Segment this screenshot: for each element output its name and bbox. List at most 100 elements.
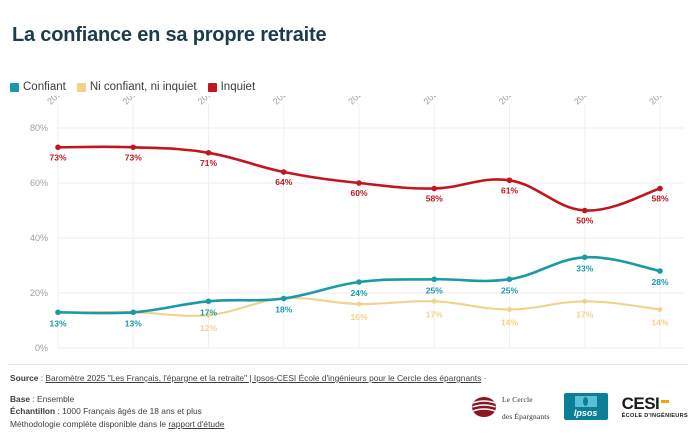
data-point[interactable] xyxy=(130,144,137,151)
data-point[interactable] xyxy=(582,298,588,304)
methodology-link[interactable]: rapport d'étude xyxy=(168,418,225,429)
data-point[interactable] xyxy=(206,312,211,318)
data-point[interactable] xyxy=(356,301,362,307)
data-point[interactable] xyxy=(581,254,588,261)
legend-item-confiant[interactable]: Confiant xyxy=(10,81,66,93)
legend-item-ni-confiant-ni-inquiet[interactable]: Ni confiant, ni inquiet xyxy=(76,81,197,93)
data-point[interactable] xyxy=(581,207,588,214)
source-separator: : xyxy=(38,373,46,383)
x-axis-tick-label: 2017 xyxy=(45,96,66,106)
y-axis-tick-label: 0% xyxy=(35,343,48,353)
data-label: 14% xyxy=(651,318,668,328)
logo-cercle-line2: des Épargnants xyxy=(501,411,550,421)
logo-cesi-row: CESI xyxy=(622,395,688,413)
data-label: 73% xyxy=(49,152,66,162)
data-point[interactable] xyxy=(356,180,362,186)
logo-cercle-text: Le Cercle des Épargnants xyxy=(502,390,550,424)
data-label: 25% xyxy=(426,285,443,295)
data-label: 16% xyxy=(350,312,367,322)
data-point[interactable] xyxy=(657,268,663,274)
data-point[interactable] xyxy=(657,307,663,312)
legend-swatch-ni-confiant-ni-inquiet xyxy=(76,82,86,92)
data-point[interactable] xyxy=(506,177,513,184)
data-label: 17% xyxy=(576,309,593,319)
legend-label-confiant: Confiant xyxy=(23,81,66,93)
data-label: 25% xyxy=(501,285,518,295)
source-suffix: · xyxy=(481,373,487,383)
logo-cercle-des-epargnants[interactable]: Le Cercle des Épargnants xyxy=(471,390,550,424)
logo-cesi-name: CESI xyxy=(621,393,660,413)
legend-swatch-confiant xyxy=(10,82,19,92)
shell-icon xyxy=(471,396,497,418)
data-point[interactable] xyxy=(55,144,61,151)
data-label: 12% xyxy=(200,323,217,333)
legend-label-inquiet: Inquiet xyxy=(220,81,256,93)
legend-label-ni-confiant-ni-inquiet: Ni confiant, ni inquiet xyxy=(89,81,197,93)
line-chart: 0% 20% 40% 60% 80% 2017 2018 2019 2020 2021 2022 20… xyxy=(0,96,696,364)
data-label: 13% xyxy=(125,318,142,328)
logo-cesi-sub: ÉCOLE D'INGÉNIEURS xyxy=(621,412,688,419)
logo-cercle-line1: Le Cercle xyxy=(501,395,533,404)
data-point[interactable] xyxy=(280,169,287,175)
partner-logos: Le Cercle des Épargnants Ipsos CESI ÉCOL… xyxy=(471,390,688,424)
logo-ipsos-text: Ipsos xyxy=(573,408,598,419)
data-label: 58% xyxy=(651,194,668,204)
chart-legend: Confiant Ni confiant, ni inquiet Inquiet xyxy=(10,81,266,93)
sample-label: Échantillon xyxy=(10,406,56,417)
data-label: 64% xyxy=(275,177,292,187)
data-point[interactable] xyxy=(280,295,287,302)
cesi-accent-bar-icon xyxy=(661,399,670,403)
y-axis-tick-label: 40% xyxy=(30,233,48,243)
data-point[interactable] xyxy=(506,276,513,283)
data-label: 71% xyxy=(200,158,217,168)
x-axis-tick-label: 2021 xyxy=(346,96,367,106)
data-point[interactable] xyxy=(356,279,362,285)
source-label: Source xyxy=(10,373,39,383)
data-label: 14% xyxy=(501,318,518,328)
sample-value: : 1000 Français âgés de 18 ans et plus xyxy=(55,406,202,417)
x-axis-tick-label: 2018 xyxy=(121,96,142,106)
methodology-line: Méthodologie complète disponible dans le… xyxy=(10,418,530,430)
x-axis-tick-label: 2025 xyxy=(647,96,668,106)
footer-divider xyxy=(8,364,688,365)
data-label: 17% xyxy=(426,309,443,319)
data-label: 24% xyxy=(350,288,367,298)
x-axis-tick-label: 2019 xyxy=(196,96,217,106)
y-axis-tick-label: 20% xyxy=(30,288,48,298)
base-label: Base xyxy=(10,394,31,405)
data-label: 13% xyxy=(49,318,66,328)
data-label: 28% xyxy=(651,277,668,287)
x-axis-tick-label: 2020 xyxy=(271,96,292,106)
logo-ipsos[interactable]: Ipsos xyxy=(563,393,608,421)
logo-cesi[interactable]: CESI ÉCOLE D'INGÉNIEURS xyxy=(622,395,688,420)
chart-canvas: 0% 20% 40% 60% 80% 2017 2018 2019 2020 2021 2022 20… xyxy=(30,96,684,353)
data-point[interactable] xyxy=(507,307,512,312)
base-line: Base : Ensemble xyxy=(10,393,530,405)
data-label: 18% xyxy=(275,305,292,315)
data-point[interactable] xyxy=(55,309,61,316)
x-axis-tick-label: 2024 xyxy=(572,96,593,106)
y-axis-tick-label: 80% xyxy=(30,123,48,133)
x-axis-tick-label: 2023 xyxy=(497,96,518,106)
source-link[interactable]: Baromètre 2025 "Les Français, l'épargne … xyxy=(45,373,482,383)
ipsos-dot-icon xyxy=(582,397,588,407)
data-point[interactable] xyxy=(431,276,438,283)
data-point[interactable] xyxy=(431,185,438,192)
data-point[interactable] xyxy=(205,149,212,156)
data-label: 50% xyxy=(576,216,593,226)
data-label: 61% xyxy=(501,185,518,195)
data-point[interactable] xyxy=(657,185,663,192)
methodology-text: Méthodologie complète disponible dans le xyxy=(10,418,169,429)
page-title: La confiance en sa propre retraite xyxy=(12,24,327,46)
data-point[interactable] xyxy=(431,298,437,304)
data-label: 73% xyxy=(125,152,142,162)
data-label: 33% xyxy=(576,263,593,273)
legend-item-inquiet[interactable]: Inquiet xyxy=(207,81,256,93)
chart-footer: Source : Baromètre 2025 "Les Français, l… xyxy=(10,372,530,430)
data-point[interactable] xyxy=(130,309,137,316)
sample-line: Échantillon : 1000 Français âgés de 18 a… xyxy=(10,405,530,417)
legend-swatch-inquiet xyxy=(207,82,217,92)
data-point[interactable] xyxy=(205,298,212,305)
x-axis-tick-label: 2022 xyxy=(422,96,443,106)
